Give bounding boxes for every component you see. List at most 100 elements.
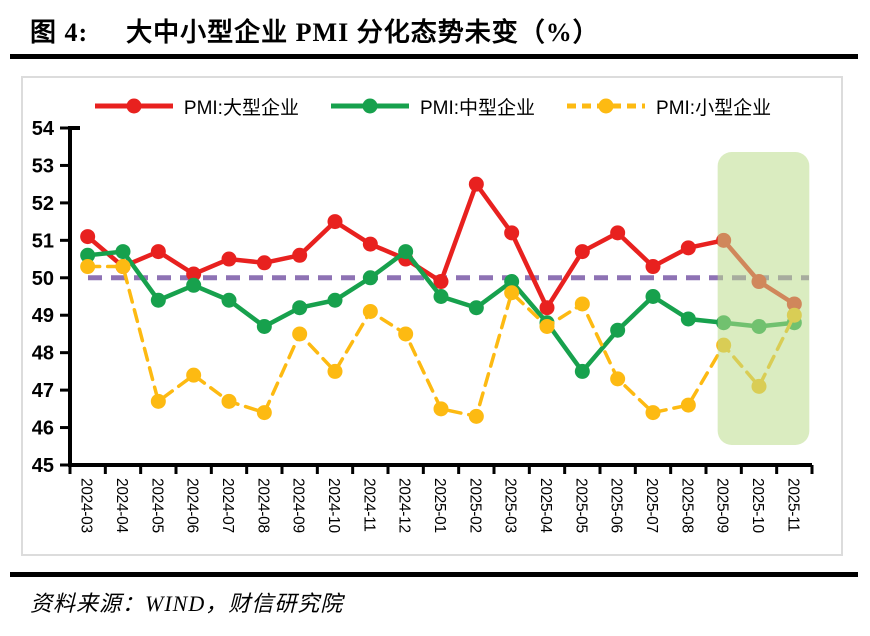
footer-divider xyxy=(10,572,858,577)
x-tick-label-2024-05: 2024-05 xyxy=(148,478,165,533)
series-small-point-2024-04 xyxy=(115,259,131,275)
x-tick-label-2025-11: 2025-11 xyxy=(784,478,801,532)
x-tick-label-2025-07: 2025-07 xyxy=(643,478,660,533)
series-large-point-2024-06 xyxy=(186,266,202,282)
x-tick-label-2025-01: 2025-01 xyxy=(431,478,448,533)
series-large-point-2025-05 xyxy=(574,244,590,260)
series-large-point-2024-11 xyxy=(362,236,378,252)
legend-label-large: PMI:大型企业 xyxy=(183,97,299,119)
x-tick-label-2024-07: 2024-07 xyxy=(219,478,236,533)
legend-marker-large-icon xyxy=(94,98,173,114)
x-tick-label-2024-04: 2024-04 xyxy=(113,478,130,533)
series-medium-point-2025-06 xyxy=(610,322,626,338)
x-tick-label-2024-10: 2024-10 xyxy=(325,478,342,533)
series-medium-point-2025-07 xyxy=(645,289,661,304)
x-tick-label-2025-04: 2025-04 xyxy=(537,478,554,533)
series-large-point-2025-03 xyxy=(504,225,520,241)
series-large-point-2025-01 xyxy=(433,274,449,290)
series-large-point-2025-08 xyxy=(680,240,696,256)
x-tick-label-2024-08: 2024-08 xyxy=(254,478,271,533)
highlight-region xyxy=(717,152,810,445)
series-medium-point-2024-03 xyxy=(80,247,96,263)
title-divider xyxy=(10,54,858,59)
series-small-point-2024-03 xyxy=(80,259,96,275)
y-tick-label-50: 50 xyxy=(32,268,54,290)
y-tick-label-54: 54 xyxy=(32,118,55,140)
x-tick-label-2024-09: 2024-09 xyxy=(290,478,307,533)
legend-item-medium: PMI:中型企业 xyxy=(329,93,535,120)
series-medium-point-2024-10 xyxy=(327,292,343,308)
series-small-point-2024-12 xyxy=(398,326,414,342)
series-small-point-2025-03 xyxy=(504,285,520,301)
legend-label-medium: PMI:中型企业 xyxy=(419,97,536,119)
y-tick-label-47: 47 xyxy=(32,380,54,402)
series-large-point-2024-07 xyxy=(221,251,237,267)
chart-legend: PMI:大型企业 PMI:中型企业 PMI:小型企业 xyxy=(23,92,841,120)
series-medium-point-2025-08 xyxy=(680,311,696,327)
y-tick-label-53: 53 xyxy=(32,155,54,177)
series-medium-point-2025-05 xyxy=(574,363,590,379)
series-small-point-2024-05 xyxy=(150,393,166,409)
series-medium-point-2024-08 xyxy=(256,318,272,334)
y-tick-label-46: 46 xyxy=(32,418,54,440)
series-medium-point-2025-01 xyxy=(433,289,449,304)
x-tick-label-2025-05: 2025-05 xyxy=(572,478,589,533)
series-small-point-2025-05 xyxy=(574,296,590,312)
series-large-point-2024-03 xyxy=(80,229,96,245)
series-small-point-2025-01 xyxy=(433,401,449,417)
y-tick-label-51: 51 xyxy=(32,230,54,252)
x-tick-label-2024-06: 2024-06 xyxy=(184,478,201,533)
chart-panel: PMI:大型企业 PMI:中型企业 PMI:小型企业 45 46 47 48 49 50 51 5… xyxy=(21,76,843,556)
series-medium-point-2025-02 xyxy=(468,300,484,316)
page-title: 大中小型企业 PMI 分化态势未变（%） xyxy=(126,18,600,47)
series-small-point-2024-06 xyxy=(186,367,202,383)
legend-item-large: PMI:大型企业 xyxy=(93,93,299,120)
series-large-point-2024-05 xyxy=(150,244,166,260)
x-tick-label-2024-12: 2024-12 xyxy=(396,478,413,533)
x-tick-label-2025-02: 2025-02 xyxy=(466,478,483,533)
x-tick-label-2025-08: 2025-08 xyxy=(678,478,695,533)
series-small-point-2025-06 xyxy=(610,371,626,387)
series-large-point-2025-07 xyxy=(645,259,661,275)
series-small-point-2024-11 xyxy=(362,303,378,319)
x-tick-label-2025-06: 2025-06 xyxy=(608,478,625,533)
series-medium-point-2024-06 xyxy=(186,277,202,293)
pmi-line-chart: 45 46 47 48 49 50 51 52 53 54 2024-03 2024-04 2024-0… xyxy=(32,118,814,533)
y-tick-label-49: 49 xyxy=(32,305,54,327)
series-medium-point-2025-03 xyxy=(504,274,520,290)
legend-label-small: PMI:小型企业 xyxy=(656,97,772,119)
figure-title: 图 4: 大中小型企业 PMI 分化态势未变（%） xyxy=(30,12,850,49)
series-small-point-2024-10 xyxy=(327,363,343,379)
y-tick-label-48: 48 xyxy=(32,343,54,365)
series-large-point-2024-09 xyxy=(292,247,308,263)
series-small-point-2024-07 xyxy=(221,393,237,409)
legend-item-small: PMI:小型企业 xyxy=(565,93,771,120)
series-large-point-2025-06 xyxy=(610,225,626,241)
y-tick-label-45: 45 xyxy=(32,455,54,477)
x-tick-label-2025-09: 2025-09 xyxy=(714,478,731,533)
series-large-point-2025-04 xyxy=(539,300,555,316)
y-tick-label-52: 52 xyxy=(32,193,54,215)
series-small-point-2025-08 xyxy=(680,397,696,413)
legend-marker-small-icon xyxy=(567,98,646,114)
series-medium-point-2024-07 xyxy=(221,292,237,308)
legend-marker-medium-icon xyxy=(330,98,409,114)
series-medium-point-2024-05 xyxy=(150,292,166,308)
series-large-point-2024-10 xyxy=(327,214,343,230)
series-medium-point-2024-09 xyxy=(292,300,308,316)
series-small-point-2025-07 xyxy=(645,405,661,421)
series-medium-point-2024-12 xyxy=(398,244,414,260)
x-tick-label-2025-03: 2025-03 xyxy=(502,478,519,533)
x-tick-label-2025-10: 2025-10 xyxy=(749,478,766,533)
series-large-point-2024-08 xyxy=(256,255,272,271)
series-medium-point-2024-04 xyxy=(115,244,131,260)
series-small-point-2025-02 xyxy=(468,408,484,424)
x-tick-label-2024-03: 2024-03 xyxy=(78,478,95,533)
series-small-point-2024-08 xyxy=(256,405,272,421)
figure-label: 图 4: xyxy=(30,18,89,47)
source-note: 资料来源：WIND，财信研究院 xyxy=(30,591,344,616)
x-tick-label-2024-11: 2024-11 xyxy=(360,478,377,532)
series-medium-point-2024-11 xyxy=(362,270,378,286)
series-small-point-2024-09 xyxy=(292,326,308,342)
series-small-point-2025-04 xyxy=(539,318,555,334)
